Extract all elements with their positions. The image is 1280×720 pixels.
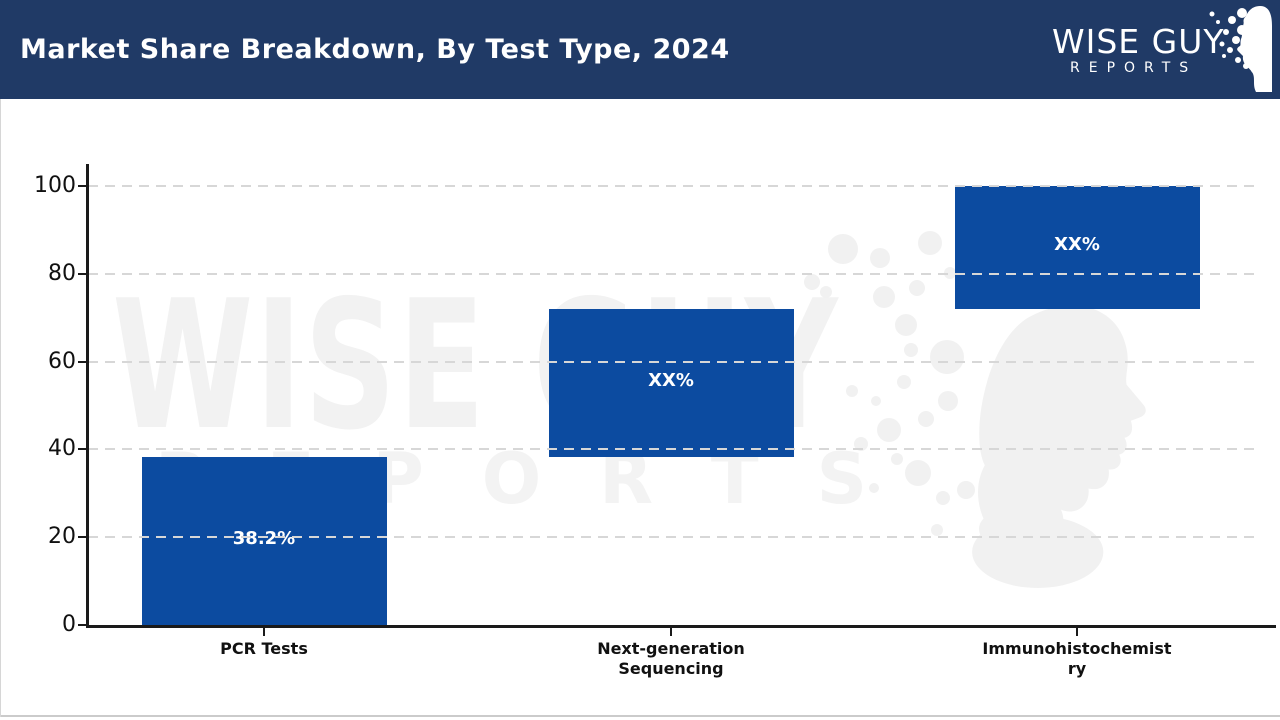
watermark-dot — [918, 231, 942, 255]
watermark-dot — [873, 286, 895, 308]
watermark-dot — [877, 418, 901, 442]
watermark-dot — [846, 385, 858, 397]
y-tick-label: 40 — [48, 436, 76, 462]
x-category-label-line: ry — [1067, 659, 1087, 678]
y-tick-label: 80 — [48, 260, 76, 286]
watermark-dot — [895, 314, 917, 336]
y-tick-mark — [78, 185, 86, 187]
bar-segment: 38.2% — [141, 457, 387, 625]
watermark-dot — [854, 437, 868, 451]
watermark-dot — [869, 483, 879, 493]
x-axis-line — [86, 625, 1276, 628]
x-category-label: PCR Tests — [114, 639, 414, 659]
watermark-dot — [804, 274, 820, 290]
watermark-dot — [931, 524, 943, 536]
left-border — [0, 99, 1, 717]
y-tick-mark — [78, 536, 86, 539]
watermark-face-silhouette-icon — [972, 305, 1146, 588]
watermark-dot — [820, 286, 832, 298]
y-tick-mark — [78, 624, 86, 626]
watermark-dot — [909, 280, 925, 296]
watermark-dot — [897, 375, 911, 389]
watermark-dot — [905, 460, 931, 486]
x-tick-mark — [263, 628, 265, 636]
gridline-80 — [88, 272, 1258, 275]
watermark-dot — [938, 391, 958, 411]
watermark-dot — [870, 248, 890, 268]
gridline-20 — [88, 536, 1258, 539]
y-tick-mark — [78, 272, 86, 275]
watermark-dot — [936, 491, 950, 505]
watermark-dot — [930, 340, 964, 374]
bar-value-label: XX% — [1054, 234, 1100, 256]
watermark-letter: S — [816, 438, 867, 520]
x-category-label: Next-generation Sequencing — [521, 639, 821, 679]
watermark-dot — [871, 396, 881, 406]
x-tick-mark — [670, 628, 672, 636]
x-category-label-line: Immunohistochemist — [982, 639, 1172, 658]
x-category-label: Immunohistochemist ry — [927, 639, 1227, 679]
bar-value-label: 38.2% — [232, 528, 296, 550]
gridline-60 — [88, 360, 1258, 363]
y-tick-label: 60 — [48, 348, 76, 374]
bar-segment: XX% — [954, 186, 1200, 309]
watermark-letter: O — [481, 438, 542, 520]
brand-face-dots-icon — [1209, 6, 1272, 92]
x-tick-mark — [1076, 628, 1078, 636]
watermark-dot — [891, 453, 903, 465]
y-axis-line — [86, 164, 89, 628]
gridline-40 — [88, 448, 1258, 451]
header-banner: Market Share Breakdown, By Test Type, 20… — [0, 0, 1280, 99]
watermark-dot — [957, 481, 975, 499]
brand-subtext: REPORTS — [1070, 60, 1198, 76]
brand-logo: WISE GUY REPORTS — [1022, 0, 1272, 99]
y-tick-label: 20 — [48, 524, 76, 550]
x-category-label-line: Sequencing — [618, 659, 724, 678]
y-tick-label: 100 — [34, 173, 76, 198]
page-title: Market Share Breakdown, By Test Type, 20… — [20, 34, 730, 65]
y-tick-mark — [78, 360, 86, 363]
watermark-dot — [918, 411, 934, 427]
y-tick-label: 0 — [62, 612, 76, 637]
y-tick-mark — [78, 448, 86, 451]
gridline-100 — [88, 185, 1258, 187]
watermark-reports-letters: REPORTS — [155, 438, 867, 520]
bottom-border — [0, 715, 1280, 717]
watermark-dot — [828, 234, 858, 264]
bar-segment: XX% — [548, 308, 794, 458]
bar-value-label: XX% — [648, 370, 694, 392]
brand-wordmark: WISE GUY — [1052, 22, 1225, 61]
x-category-label-line: PCR Tests — [220, 639, 308, 658]
watermark-dot — [904, 343, 918, 357]
x-category-label-line: Next-generation — [597, 639, 745, 658]
